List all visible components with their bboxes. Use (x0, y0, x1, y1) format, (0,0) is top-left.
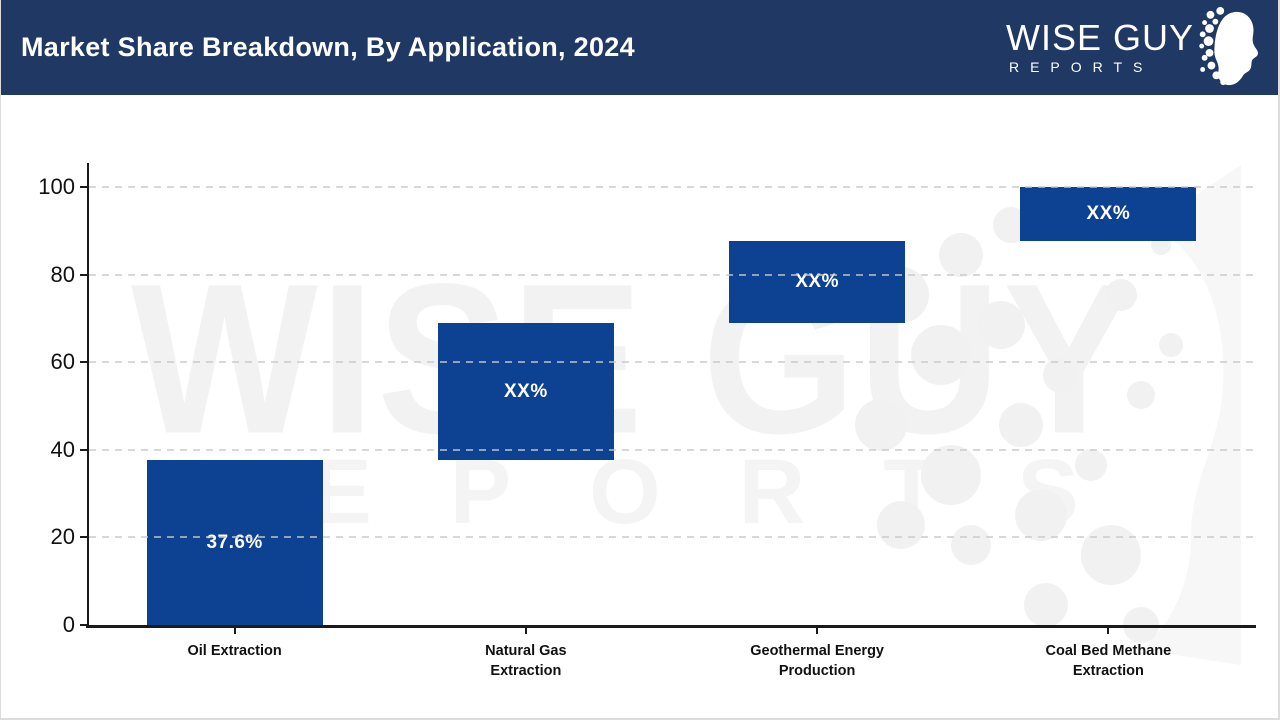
x-category-line: Oil Extraction (187, 643, 282, 659)
y-tick-label: 100 (38, 174, 75, 200)
x-category-line: Geothermal Energy (750, 643, 884, 659)
x-category-label: Coal Bed Methane Extraction (963, 641, 1253, 681)
bar-segment: XX% (1020, 187, 1197, 241)
x-category-label: Geothermal Energy Production (672, 641, 962, 681)
x-category-line: Natural Gas (485, 643, 567, 659)
brand-logo: WISE GUY REPORTS (1005, 6, 1262, 89)
x-tick-mark (1107, 628, 1110, 634)
x-category-line: Coal Bed Methane (1045, 643, 1172, 659)
x-tick-mark (233, 628, 236, 634)
y-tick-mark (80, 624, 87, 626)
gridline (89, 448, 1254, 451)
x-category-label: Natural Gas Extraction (381, 641, 671, 681)
logo-wordmark: WISE GUY (1005, 17, 1194, 58)
logo-face-icon (1199, 6, 1258, 85)
page-title: Market Share Breakdown, By Application, … (21, 32, 635, 62)
y-tick-label: 60 (50, 349, 75, 375)
y-tick-mark (80, 536, 87, 539)
x-tick-mark (816, 628, 819, 634)
bar-value-label: XX% (1086, 203, 1131, 225)
bar-value-label: XX% (795, 271, 839, 293)
y-tick-label: 80 (50, 261, 75, 287)
x-axis-line (86, 625, 1256, 628)
x-category-label: Oil Extraction (90, 641, 380, 661)
logo-subtitle: REPORTS (1008, 59, 1154, 75)
chart-section: WISE GUY REPORTS 37.6% Oil Extract (1, 95, 1278, 718)
gridline (89, 361, 1254, 364)
y-tick-mark (80, 361, 87, 364)
bar-segment: 37.6% (146, 460, 323, 625)
brand-logo-text: WISE GUY REPORTS (1005, 17, 1194, 76)
y-tick-mark (80, 186, 87, 189)
y-tick-label: 40 (50, 436, 75, 462)
bar-value-label: XX% (504, 380, 548, 402)
y-tick-label: 20 (50, 524, 75, 550)
header-band: Market Share Breakdown, By Application, … (1, 0, 1278, 95)
bar-segment: XX% (437, 323, 614, 461)
y-tick-mark (80, 448, 87, 451)
bar-value-label: 37.6% (206, 531, 263, 553)
x-category-line: Extraction (1072, 663, 1144, 679)
plot-area: 37.6% Oil Extraction XX% Natural Gas Extract… (38, 163, 1256, 679)
y-tick-label: 0 (62, 612, 75, 637)
bar-segment: XX% (729, 240, 906, 324)
y-axis-line (87, 163, 89, 627)
x-category-line: Extraction (490, 663, 562, 679)
x-category-line: Production (778, 663, 856, 679)
y-tick-mark (80, 273, 87, 276)
gridline (89, 273, 1254, 276)
x-tick-mark (524, 628, 527, 634)
